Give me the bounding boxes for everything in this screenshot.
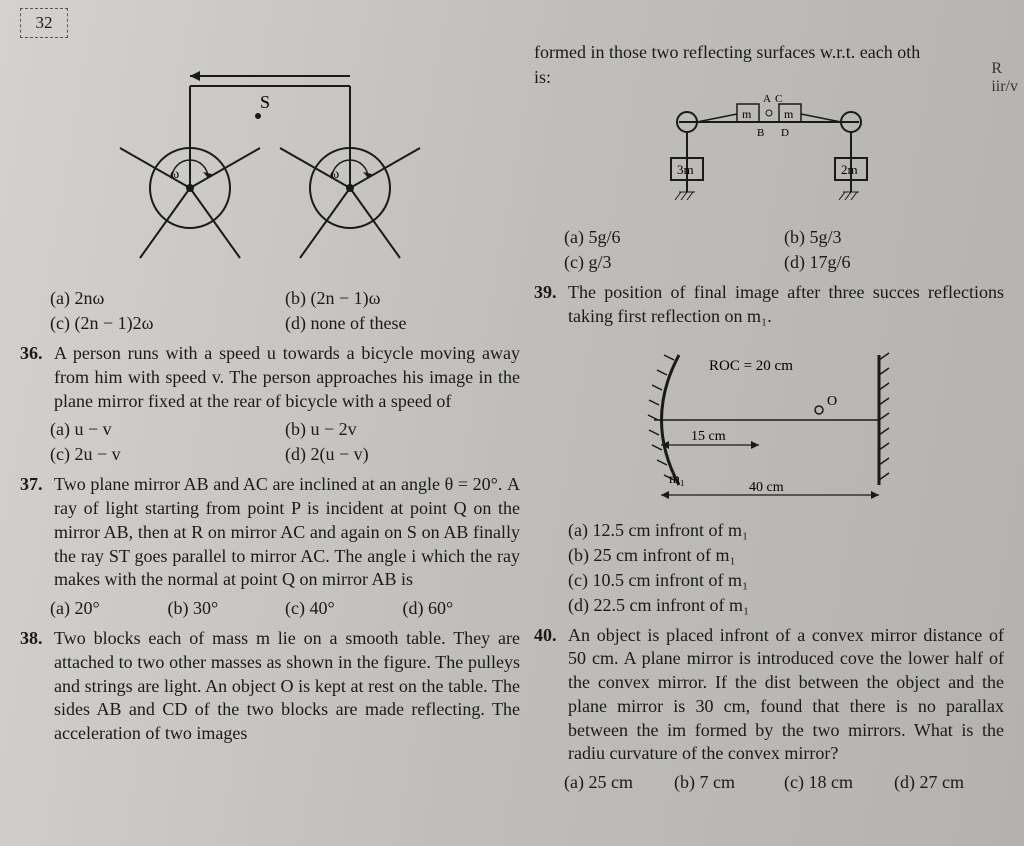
q-number: 39. <box>534 281 568 329</box>
option: (c) g/3 <box>564 250 784 275</box>
svg-text:m: m <box>784 107 794 121</box>
option: (d) 60° <box>403 596 521 621</box>
option: (c) 2u − v <box>50 442 285 467</box>
option: (b) 25 cm infront of m₁ <box>568 543 1004 568</box>
option: (d) 17g/6 <box>784 250 1004 275</box>
option: (a) 2nω <box>50 286 285 311</box>
q36-options: (a) u − v (b) u − 2v (c) 2u − v (d) 2(u … <box>50 417 520 467</box>
fragment: iir/v <box>991 78 1018 96</box>
option: (b) u − 2v <box>285 417 520 442</box>
q-text: Two plane mirror AB and AC are inclined … <box>54 473 520 592</box>
q-number: 38. <box>20 627 54 746</box>
option: (c) (2n − 1)2ω <box>50 311 285 336</box>
option: (a) 20° <box>50 596 168 621</box>
option: (b) 5g/3 <box>784 225 1004 250</box>
continuation-sub: is: <box>534 67 1004 88</box>
figure-pulley: 3m 2m m m A C B D <box>639 92 899 217</box>
continuation-text: formed in those two reflecting surfaces … <box>534 42 1004 63</box>
q-text: A person runs with a speed u towards a b… <box>54 342 520 413</box>
option: (a) 25 cm <box>564 770 674 795</box>
option: (b) (2n − 1)ω <box>285 286 520 311</box>
option: (c) 18 cm <box>784 770 894 795</box>
q36: 36. A person runs with a speed u towards… <box>20 342 520 413</box>
svg-text:C: C <box>775 93 782 105</box>
option: (d) 2(u − v) <box>285 442 520 467</box>
option: (d) 22.5 cm infront of m₁ <box>568 593 1004 618</box>
option: (d) none of these <box>285 311 520 336</box>
option: (a) u − v <box>50 417 285 442</box>
option: (b) 7 cm <box>674 770 784 795</box>
svg-text:ROC = 20 cm: ROC = 20 cm <box>709 358 793 374</box>
q39: 39. The position of final image after th… <box>534 281 1004 329</box>
side-text: R iir/v <box>991 60 1018 96</box>
q40: 40. An object is placed infront of a con… <box>534 624 1004 767</box>
left-column: ω ω <box>20 42 520 799</box>
q-number: 40. <box>534 624 568 767</box>
fragment: R <box>991 60 1018 78</box>
q-text: The position of final image after three … <box>568 281 1004 329</box>
option: (a) 12.5 cm infront of m₁ <box>568 518 1004 543</box>
svg-text:m: m <box>742 107 752 121</box>
svg-text:m₁: m₁ <box>669 472 685 487</box>
option: (d) 27 cm <box>894 770 1004 795</box>
q39-options: (a) 12.5 cm infront of m₁ (b) 25 cm infr… <box>568 518 1004 618</box>
q-number: 36. <box>20 342 54 413</box>
page-number: 32 <box>36 13 53 33</box>
svg-text:ω: ω <box>330 167 339 182</box>
svg-text:ω: ω <box>170 167 179 182</box>
q38: 38. Two blocks each of mass m lie on a s… <box>20 627 520 746</box>
content-columns: ω ω <box>20 42 1004 799</box>
svg-text:S: S <box>260 92 270 112</box>
svg-text:B: B <box>757 127 764 139</box>
svg-text:15 cm: 15 cm <box>691 429 726 444</box>
option: (c) 40° <box>285 596 403 621</box>
figure-wheels: ω ω <box>100 48 440 278</box>
option: (b) 30° <box>168 596 286 621</box>
q35-options: (a) 2nω (b) (2n − 1)ω (c) (2n − 1)2ω (d)… <box>50 286 520 336</box>
q40-options: (a) 25 cm (b) 7 cm (c) 18 cm (d) 27 cm <box>564 770 1004 795</box>
q38-options: (a) 5g/6 (b) 5g/3 (c) g/3 (d) 17g/6 <box>564 225 1004 275</box>
option: (c) 10.5 cm infront of m₁ <box>568 568 1004 593</box>
page: 32 <box>0 0 1024 846</box>
svg-text:3m: 3m <box>677 162 694 177</box>
svg-text:D: D <box>781 127 789 139</box>
q-text: An object is placed infront of a convex … <box>568 624 1004 767</box>
svg-text:A: A <box>763 93 771 105</box>
q-text: Two blocks each of mass m lie on a smoot… <box>54 627 520 746</box>
svg-text:O: O <box>827 394 837 409</box>
q37-options: (a) 20° (b) 30° (c) 40° (d) 60° <box>50 596 520 621</box>
page-number-box: 32 <box>20 8 68 38</box>
svg-text:2m: 2m <box>841 162 858 177</box>
q37: 37. Two plane mirror AB and AC are incli… <box>20 473 520 592</box>
figure-mirror: O ROC = 20 cm 15 cm 40 cm m₁ <box>619 335 919 510</box>
right-column: formed in those two reflecting surfaces … <box>534 42 1004 799</box>
q-number: 37. <box>20 473 54 592</box>
svg-text:40 cm: 40 cm <box>749 480 784 495</box>
option: (a) 5g/6 <box>564 225 784 250</box>
